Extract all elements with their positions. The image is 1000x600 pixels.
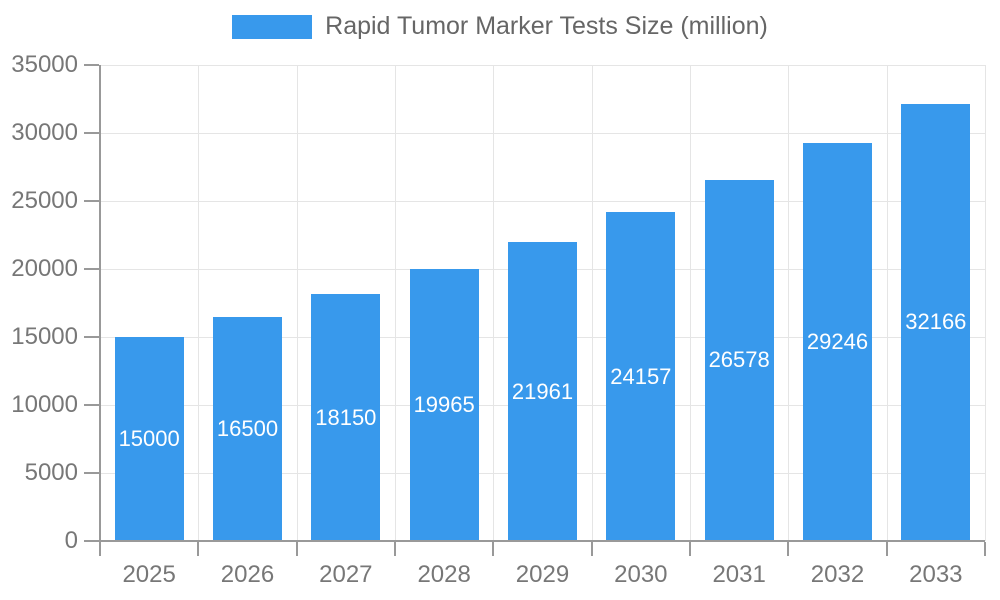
y-tick-label: 5000 (24, 459, 78, 486)
y-axis-tick (84, 472, 99, 474)
x-axis-tick (197, 542, 200, 556)
bar-2033[interactable]: 32166 (901, 103, 971, 541)
x-gridline (788, 65, 790, 541)
bar-value-label: 21961 (511, 378, 574, 404)
x-axis-tick (394, 542, 396, 556)
x-axis-tick (885, 542, 888, 556)
y-axis-tick (84, 268, 99, 270)
y-axis-tick (84, 404, 99, 406)
bar-value-label: 18150 (315, 404, 377, 430)
y-tick-label: 25000 (11, 187, 78, 214)
x-gridline (591, 65, 593, 541)
y-axis-tick (84, 540, 99, 542)
y-axis-line (99, 65, 101, 555)
x-gridline (296, 65, 298, 541)
y-tick-label: 10000 (11, 391, 78, 418)
legend-swatch-icon (232, 14, 313, 39)
x-gridline (886, 65, 888, 541)
x-gridline (985, 65, 986, 541)
legend-label: Rapid Tumor Marker Tests Size (million) (325, 12, 768, 40)
x-tick-label-2029: 2029 (515, 561, 570, 588)
bar-value-label: 32166 (905, 309, 967, 335)
x-tick-label-2031: 2031 (712, 561, 766, 588)
y-tick-label: 35000 (11, 51, 78, 78)
bar-2027[interactable]: 18150 (311, 294, 381, 541)
x-axis-tick (295, 542, 298, 556)
x-tick-label-2028: 2028 (417, 561, 471, 588)
x-gridline (198, 65, 200, 541)
bar-2031[interactable]: 26578 (704, 179, 774, 541)
bar-2025[interactable]: 15000 (114, 337, 184, 541)
bar-value-label: 19965 (413, 392, 475, 418)
x-axis-tick (984, 542, 986, 556)
bar-value-label: 16500 (216, 415, 279, 441)
bar-value-label: 29246 (806, 329, 869, 355)
y-axis-tick (84, 132, 99, 134)
y-tick-label: 15000 (11, 323, 78, 350)
bar-2028[interactable]: 19965 (409, 269, 479, 541)
x-axis-tick (787, 542, 790, 556)
bar-2032[interactable]: 29246 (803, 143, 872, 541)
legend[interactable]: Rapid Tumor Marker Tests Size (million) (0, 14, 1000, 39)
y-tick-label: 30000 (11, 119, 78, 146)
x-axis-line (84, 540, 985, 542)
x-gridline (493, 65, 495, 541)
x-tick-label-2032: 2032 (810, 561, 865, 588)
bar-value-label: 15000 (118, 426, 180, 451)
x-tick-label-2027: 2027 (319, 561, 373, 588)
x-tick-label-2030: 2030 (614, 561, 668, 588)
x-axis-tick (590, 542, 593, 556)
y-gridline (100, 133, 985, 134)
bar-2029[interactable]: 21961 (508, 242, 577, 541)
x-gridline (395, 65, 396, 541)
x-axis-tick (99, 542, 101, 556)
bar-2026[interactable]: 16500 (213, 316, 282, 541)
x-tick-label-2033: 2033 (909, 561, 963, 588)
bar-value-label: 26578 (708, 347, 770, 373)
x-axis-tick (689, 542, 691, 556)
x-gridline (690, 65, 691, 541)
bar-value-label: 24157 (610, 363, 672, 389)
x-tick-label-2025: 2025 (122, 561, 176, 588)
bar-2030[interactable]: 24157 (606, 212, 676, 541)
plot-area: 15000 16500 18150 19965 21961 24157 26578 29246… (11, 51, 986, 588)
y-axis-tick (84, 64, 99, 66)
y-axis-tick (84, 200, 99, 202)
x-tick-label-2026: 2026 (220, 561, 275, 588)
y-axis-tick (84, 336, 99, 338)
x-axis-tick (492, 542, 495, 556)
y-tick-label: 0 (64, 527, 78, 554)
y-gridline (100, 201, 985, 202)
y-tick-label: 20000 (11, 255, 78, 282)
y-gridline (100, 65, 985, 66)
